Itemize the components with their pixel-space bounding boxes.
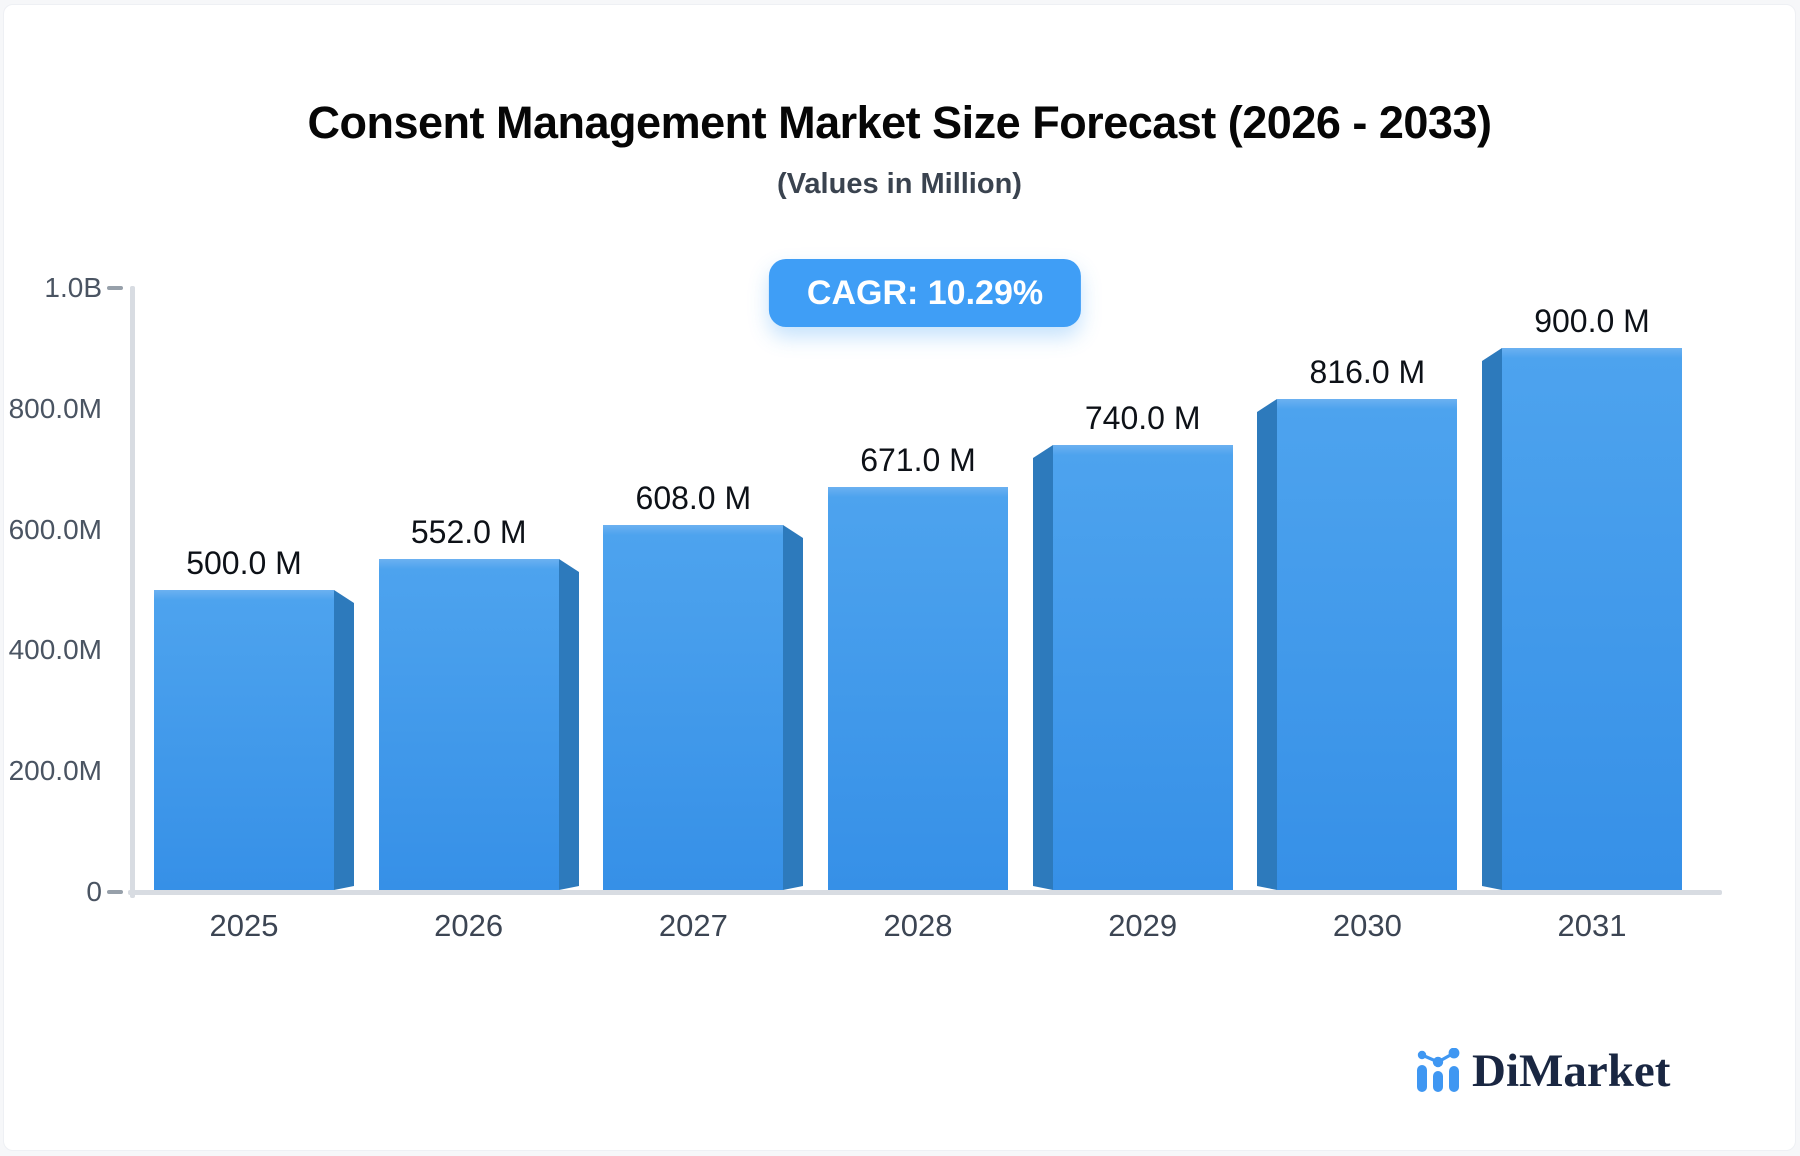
bar-2025 xyxy=(154,590,334,890)
bar-chart-plot: 1.0B 800.0M 600.0M 400.0M 200.0M 0 500.0 M 2025… xyxy=(4,5,1800,1155)
x-tick-label: 2030 xyxy=(1332,908,1402,943)
y-tick-label: 200.0M xyxy=(8,755,102,787)
x-tick-label: 2031 xyxy=(1557,908,1627,943)
x-tick-label: 2027 xyxy=(658,908,728,943)
x-tick-label: 2025 xyxy=(209,908,279,943)
bar-3d-side xyxy=(1033,445,1053,890)
bar-3d-side xyxy=(1482,348,1502,890)
bar-value-label: 500.0 M xyxy=(186,545,302,581)
x-tick-label: 2026 xyxy=(434,908,504,943)
bar-3d-side xyxy=(1257,399,1277,890)
x-tick-label: 2029 xyxy=(1108,908,1178,943)
chart-card: Consent Management Market Size Forecast … xyxy=(3,4,1796,1151)
bar-2031 xyxy=(1502,348,1682,890)
bar-2027 xyxy=(603,525,783,890)
bar-value-label: 552.0 M xyxy=(410,514,527,550)
y-tick-label: 400.0M xyxy=(8,634,102,666)
y-tick-label: 0 xyxy=(86,876,102,907)
y-tick-label: 600.0M xyxy=(8,513,102,545)
bar-value-label: 900.0 M xyxy=(1534,303,1650,339)
chart-subtitle: (Values in Million) xyxy=(777,168,1022,200)
bar-3d-side xyxy=(559,559,579,890)
bar-3d-side xyxy=(334,590,354,890)
bar-value-label: 816.0 M xyxy=(1309,354,1426,390)
dimarket-logo-text: DiMarket xyxy=(1472,1045,1671,1097)
x-tick-label: 2028 xyxy=(883,908,953,943)
y-tick-label: 800.0M xyxy=(8,392,102,424)
bar-2029 xyxy=(1053,445,1233,890)
bar-line-chart-icon xyxy=(1417,1048,1460,1092)
bar-2030 xyxy=(1277,399,1457,890)
y-axis-line xyxy=(130,286,135,898)
bar-2028 xyxy=(828,487,1008,890)
dimarket-logo: DiMarket xyxy=(1417,1047,1670,1095)
x-axis-line xyxy=(128,890,1722,895)
chart-title: Consent Management Market Size Forecast … xyxy=(307,97,1492,148)
bar-3d-side xyxy=(783,525,803,890)
y-tick-mark xyxy=(107,286,123,290)
y-tick-mark xyxy=(107,890,123,894)
bar-value-label: 740.0 M xyxy=(1084,400,1201,436)
y-tick-label: 1.0B xyxy=(44,272,102,303)
bar-2026 xyxy=(379,559,559,890)
bar-value-label: 608.0 M xyxy=(635,480,752,516)
cagr-badge: CAGR: 10.29% xyxy=(768,259,1082,327)
bar-value-label: 671.0 M xyxy=(860,442,976,478)
